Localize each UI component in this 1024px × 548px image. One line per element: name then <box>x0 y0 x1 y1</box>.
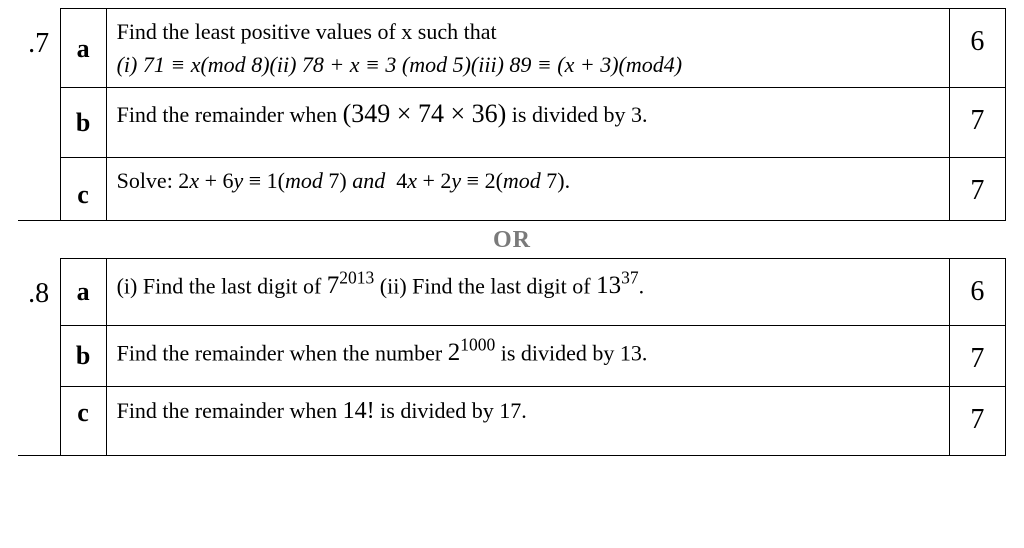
q7b-content: Find the remainder when (349 × 74 × 36) … <box>106 88 949 158</box>
q8b-label-cell: b <box>60 325 106 386</box>
q8a-pow1: 72013 <box>327 272 375 299</box>
q7b-after: is divided by 3. <box>506 102 647 127</box>
q7a-line2: (i) 71 ≡ x(mod 8)(ii) 78 + x ≡ 3 (mod 5)… <box>117 52 682 77</box>
q8-row-c: c Find the remainder when 14! is divided… <box>18 386 1005 455</box>
q8b-content: Find the remainder when the number 21000… <box>106 325 949 386</box>
q7a-marks: 6 <box>970 26 984 57</box>
q8a-label: a <box>77 277 90 306</box>
q7c-marks: 7 <box>970 175 984 206</box>
q8c-content: Find the remainder when 14! is divided b… <box>106 386 949 455</box>
q7-row-c: c Solve: 2x + 6y ≡ 1(mod 7) and 4x + 2y … <box>18 158 1005 221</box>
q7b-before: Find the remainder when <box>117 102 343 127</box>
q8a-pow2: 1337 <box>596 272 639 299</box>
q8b-label: b <box>76 341 90 370</box>
q8c-marks: 7 <box>970 404 984 435</box>
q7c-label-cell: c <box>60 158 106 221</box>
q8a-marks: 6 <box>970 276 984 307</box>
q7-number-cell: .7 <box>18 9 60 221</box>
q7a-label: a <box>77 34 90 63</box>
q8c-label: c <box>77 398 89 427</box>
q7c-label: c <box>77 180 89 209</box>
q7c-text: Solve: 2x + 6y ≡ 1(mod 7) and 4x + 2y ≡ … <box>117 168 571 193</box>
q7b-label-cell: b <box>60 88 106 158</box>
q7b-label: b <box>76 108 90 137</box>
q8b-pow: 21000 <box>448 339 496 366</box>
q7a-label-cell: a <box>60 9 106 88</box>
q8a-after: . <box>639 273 645 298</box>
q7b-expr: (349 × 74 × 36) <box>343 99 507 128</box>
or-label: OR <box>493 227 531 253</box>
q7c-content: Solve: 2x + 6y ≡ 1(mod 7) and 4x + 2y ≡ … <box>106 158 949 221</box>
question-7-table: .7 a Find the least positive values of x… <box>18 8 1006 221</box>
q8a-label-cell: a <box>60 259 106 326</box>
q8c-text: Find the remainder when 14! is divided b… <box>117 398 527 423</box>
q8-row-a: .8 a (i) Find the last digit of 72013 (i… <box>18 259 1005 326</box>
q8c-label-cell: c <box>60 386 106 455</box>
or-separator: OR <box>8 221 1016 258</box>
q7-row-b: b Find the remainder when (349 × 74 × 36… <box>18 88 1005 158</box>
q7c-marks-cell: 7 <box>949 158 1005 221</box>
q7a-marks-cell: 6 <box>949 9 1005 88</box>
q8-number-cell: .8 <box>18 259 60 456</box>
q8b-marks-cell: 7 <box>949 325 1005 386</box>
q8a-before1: (i) Find the last digit of <box>117 273 327 298</box>
q8c-marks-cell: 7 <box>949 386 1005 455</box>
q8-row-b: b Find the remainder when the number 210… <box>18 325 1005 386</box>
q8b-after: is divided by 13. <box>495 340 647 365</box>
q8a-content: (i) Find the last digit of 72013 (ii) Fi… <box>106 259 949 326</box>
q8b-marks: 7 <box>970 343 984 374</box>
q8a-marks-cell: 6 <box>949 259 1005 326</box>
q8-number: .8 <box>28 278 49 309</box>
q7a-content: Find the least positive values of x such… <box>106 9 949 88</box>
q7-number: .7 <box>28 28 49 59</box>
q7b-marks: 7 <box>970 105 984 136</box>
question-8-table: .8 a (i) Find the last digit of 72013 (i… <box>18 258 1006 456</box>
q7b-marks-cell: 7 <box>949 88 1005 158</box>
q7a-line1: Find the least positive values of x such… <box>117 19 497 44</box>
q7-row-a: .7 a Find the least positive values of x… <box>18 9 1005 88</box>
q8a-middle: (ii) Find the last digit of <box>374 273 596 298</box>
q8b-before: Find the remainder when the number <box>117 340 448 365</box>
